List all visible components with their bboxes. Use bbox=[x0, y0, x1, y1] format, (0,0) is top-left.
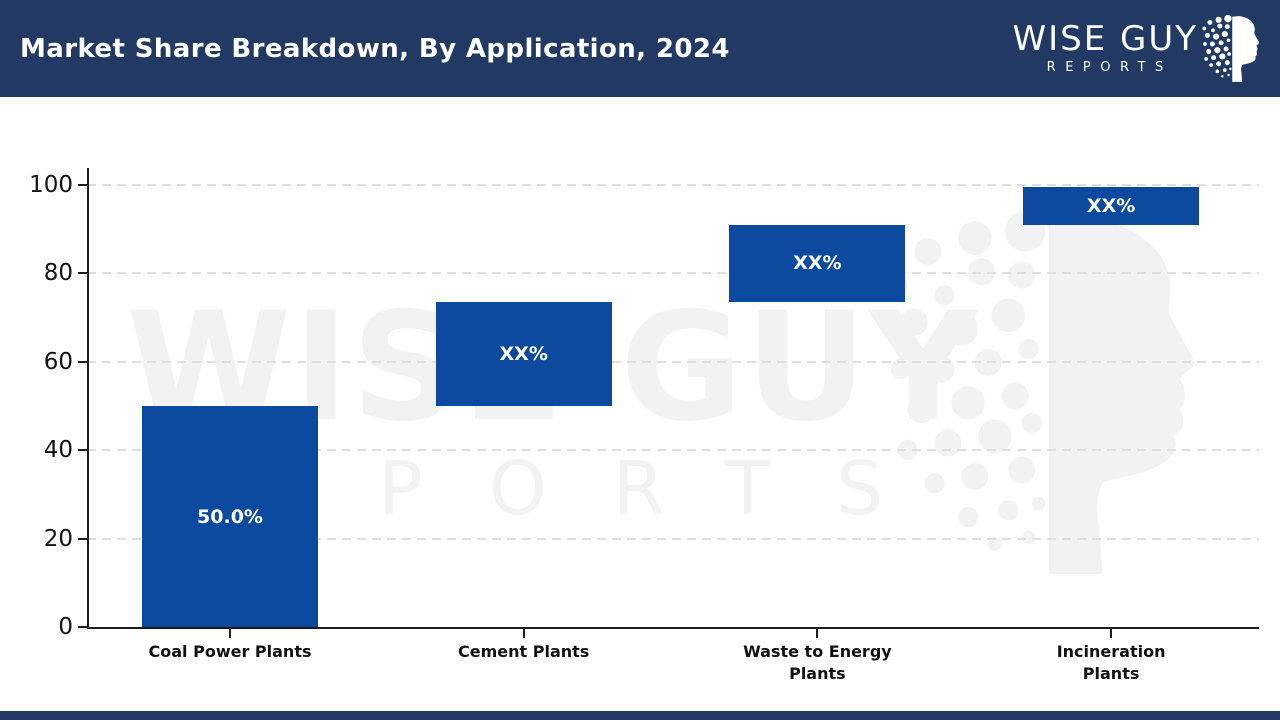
footer-bar bbox=[0, 711, 1280, 720]
gridline-80 bbox=[87, 272, 1259, 275]
x-tick-mark bbox=[1110, 629, 1113, 638]
y-tick-mark bbox=[78, 272, 87, 275]
bar-segment: XX% bbox=[729, 224, 906, 303]
y-axis-line bbox=[87, 168, 89, 629]
y-tick-mark bbox=[78, 449, 87, 452]
y-tick-mark bbox=[78, 537, 87, 540]
header: Market Share Breakdown, By Application, … bbox=[0, 0, 1280, 97]
bar-segment: XX% bbox=[435, 302, 612, 406]
y-tick-mark bbox=[78, 360, 87, 363]
brand-name: WISE GUY bbox=[1012, 19, 1198, 59]
bar-segment: XX% bbox=[1023, 187, 1200, 225]
brand-face-icon bbox=[1200, 10, 1262, 88]
page-title: Market Share Breakdown, By Application, … bbox=[20, 33, 730, 64]
x-category-label: Coal Power Plants bbox=[148, 642, 312, 661]
x-category-label: Waste to Energy Plants bbox=[743, 642, 892, 683]
bar-value-label: 50.0% bbox=[197, 505, 263, 528]
gridline-100 bbox=[87, 184, 1259, 186]
y-tick-label: 100 bbox=[29, 172, 73, 198]
y-tick-label: 40 bbox=[43, 437, 73, 464]
x-category-label: Cement Plants bbox=[458, 642, 590, 661]
x-axis-line bbox=[87, 627, 1259, 629]
brand-logo-text: WISE GUY REPORTS bbox=[1012, 22, 1198, 75]
y-tick-mark bbox=[78, 184, 87, 186]
bar-value-label: XX% bbox=[1086, 194, 1136, 217]
x-tick-mark bbox=[816, 629, 819, 638]
y-tick-label: 0 bbox=[58, 614, 73, 640]
gridline-20 bbox=[87, 537, 1259, 540]
bar-segment: 50.0% bbox=[142, 406, 318, 627]
gridline-60 bbox=[87, 360, 1259, 363]
gridline-40 bbox=[87, 449, 1259, 452]
x-tick-mark bbox=[522, 629, 525, 638]
y-tick-label: 80 bbox=[43, 260, 73, 287]
brand-subtitle: REPORTS bbox=[1046, 60, 1173, 75]
x-tick-mark bbox=[229, 629, 231, 638]
bar-value-label: XX% bbox=[499, 343, 548, 366]
x-category-label: Incineration Plants bbox=[1056, 642, 1166, 683]
y-tick-mark bbox=[78, 626, 87, 628]
brand-logo: WISE GUY REPORTS bbox=[1012, 10, 1262, 88]
y-tick-label: 60 bbox=[43, 348, 73, 375]
y-tick-label: 20 bbox=[43, 525, 73, 552]
bar-value-label: XX% bbox=[793, 252, 842, 275]
